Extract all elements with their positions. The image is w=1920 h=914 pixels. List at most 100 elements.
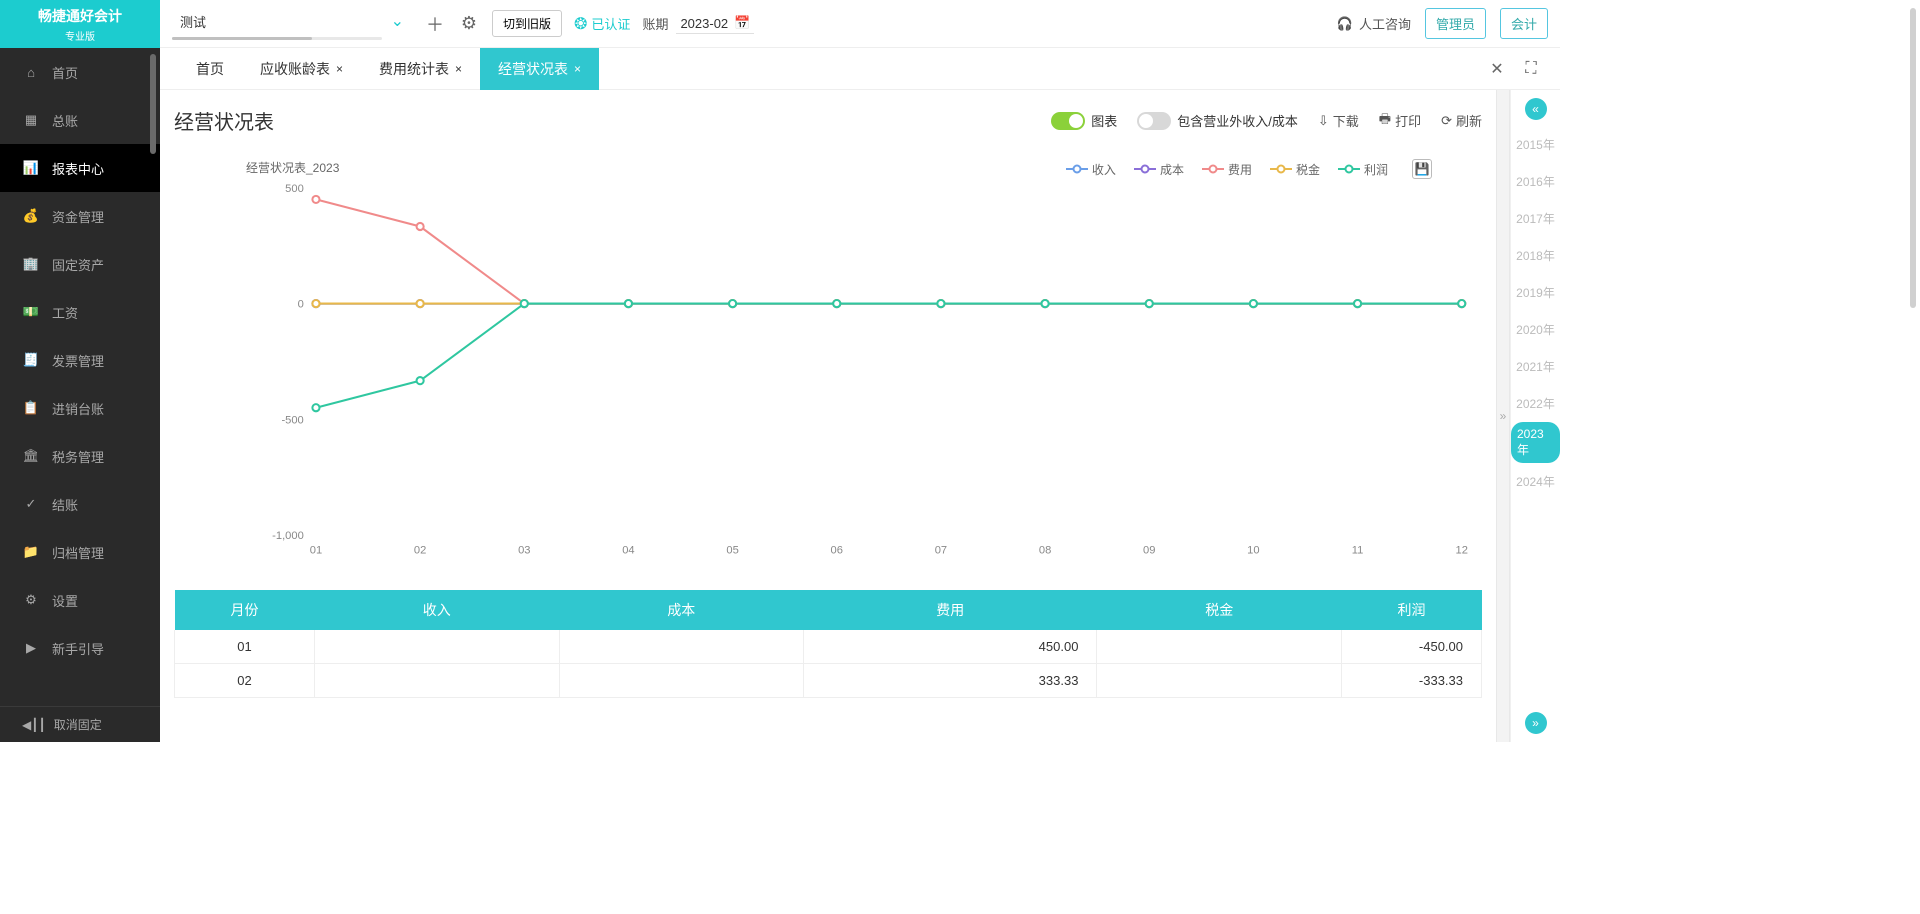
svg-text:01: 01 (310, 544, 322, 556)
legend-marker (1270, 164, 1292, 174)
refresh-button[interactable]: ⟳ 刷新 (1441, 111, 1482, 130)
content-main: 经营状况表 图表 包含营业外收入/成本 ⇩ 下载 (160, 90, 1496, 742)
headset-icon: 🎧 (1337, 16, 1353, 32)
fullscreen-icon[interactable]: ⛶ (1520, 58, 1542, 80)
year-2017年[interactable]: 2017年 (1512, 200, 1559, 237)
table-header-1: 收入 (315, 590, 560, 630)
sidebar-item-label: 税务管理 (52, 447, 104, 466)
table-cell: 450.00 (804, 630, 1097, 664)
sidebar-item-close[interactable]: ✓结账 (0, 480, 160, 528)
legend-item-收入[interactable]: 收入 (1066, 161, 1116, 178)
old-version-button[interactable]: 切到旧版 (492, 10, 562, 37)
download-button[interactable]: ⇩ 下载 (1318, 111, 1359, 130)
table-cell: -450.00 (1342, 630, 1482, 664)
print-button[interactable]: 🖶 打印 (1379, 110, 1421, 132)
include-toggle-label: 包含营业外收入/成本 (1177, 111, 1298, 130)
year-2020年[interactable]: 2020年 (1512, 311, 1559, 348)
svg-text:08: 08 (1039, 544, 1051, 556)
table-header-2: 成本 (559, 590, 804, 630)
tab-label: 费用统计表 (379, 59, 449, 79)
chevron-down-icon: ⌄ (391, 11, 404, 31)
tab-close-icon[interactable]: × (574, 62, 581, 76)
legend-item-费用[interactable]: 费用 (1202, 161, 1252, 178)
content-scrollbar[interactable] (1910, 8, 1916, 308)
gear-icon[interactable]: ⚙ (458, 13, 480, 35)
year-scroll-up[interactable]: « (1525, 98, 1547, 120)
tab-经营状况表[interactable]: 经营状况表× (480, 48, 599, 90)
include-toggle[interactable] (1137, 112, 1171, 130)
support-label: 人工咨询 (1359, 14, 1411, 33)
svg-text:11: 11 (1352, 544, 1364, 556)
company-scroll[interactable] (172, 37, 382, 40)
logo-sub: 专业版 (65, 28, 95, 43)
shield-icon: ❂ (574, 14, 587, 34)
table-header-0: 月份 (175, 590, 315, 630)
sidebar-item-report[interactable]: 📊报表中心 (0, 144, 160, 192)
year-2021年[interactable]: 2021年 (1512, 348, 1559, 385)
sidebar-item-guide[interactable]: ▶新手引导 (0, 624, 160, 672)
home-icon: ⌂ (22, 63, 40, 81)
expand-handle[interactable]: » (1496, 90, 1510, 742)
tab-首页[interactable]: 首页 (178, 48, 242, 90)
year-2015年[interactable]: 2015年 (1512, 126, 1559, 163)
legend-item-成本[interactable]: 成本 (1134, 161, 1184, 178)
sidebar-item-tax[interactable]: 🏛税务管理 (0, 432, 160, 480)
logo-text: 畅捷通好会计 (38, 6, 122, 26)
period-label: 账期 (642, 14, 668, 33)
unpin-button[interactable]: ◀┃┃ 取消固定 (0, 706, 160, 742)
sidebar-item-label: 总账 (52, 111, 78, 130)
sidebar-item-money[interactable]: 💰资金管理 (0, 192, 160, 240)
sidebar-item-archive[interactable]: 📁归档管理 (0, 528, 160, 576)
table-cell (559, 663, 804, 697)
legend-item-利润[interactable]: 利润 (1338, 161, 1388, 178)
legend-marker (1066, 164, 1088, 174)
chart-toggle[interactable] (1051, 112, 1085, 130)
legend-label: 税金 (1296, 161, 1320, 178)
close-tab-icon[interactable]: ✕ (1486, 58, 1508, 80)
tab-close-icon[interactable]: × (455, 62, 462, 76)
ledger-icon: ▦ (22, 111, 40, 129)
year-2024年[interactable]: 2024年 (1512, 463, 1559, 500)
year-scroll-down[interactable]: » (1525, 712, 1547, 734)
sidebar-item-label: 设置 (52, 591, 78, 610)
legend-item-税金[interactable]: 税金 (1270, 161, 1320, 178)
table-header-3: 费用 (804, 590, 1097, 630)
year-2016年[interactable]: 2016年 (1512, 163, 1559, 200)
tab-close-icon[interactable]: × (336, 62, 343, 76)
download-icon: ⇩ (1318, 113, 1329, 129)
sidebar-item-ledger[interactable]: ▦ 总账 (0, 96, 160, 144)
sidebar-item-invoice[interactable]: 🧾发票管理 (0, 336, 160, 384)
tab-费用统计表[interactable]: 费用统计表 × (361, 48, 480, 90)
year-2018年[interactable]: 2018年 (1512, 237, 1559, 274)
sidebar-item-salary[interactable]: 💵工资 (0, 288, 160, 336)
table-cell (1097, 630, 1342, 664)
unpin-icon: ◀┃┃ (22, 718, 46, 732)
sidebar-item-inventory[interactable]: 📋进销台账 (0, 384, 160, 432)
sidebar-scrollbar[interactable] (150, 54, 156, 154)
table-cell (559, 630, 804, 664)
company-select[interactable]: 测试 ⌄ (172, 7, 412, 35)
sidebar-item-home[interactable]: ⌂首页 (0, 48, 160, 96)
tab-应收账龄表[interactable]: 应收账龄表× (242, 48, 361, 90)
sidebar-item-label: 归档管理 (52, 543, 104, 562)
sidebar-item-settings[interactable]: ⚙设置 (0, 576, 160, 624)
save-chart-icon[interactable]: 💾 (1412, 159, 1432, 179)
legend-label: 费用 (1228, 161, 1252, 178)
period-picker[interactable]: 2023-02 📅 (676, 13, 754, 34)
sidebar-item-asset[interactable]: 🏢固定资产 (0, 240, 160, 288)
year-2022年[interactable]: 2022年 (1512, 385, 1559, 422)
support-link[interactable]: 🎧 人工咨询 (1337, 14, 1411, 33)
role-accountant[interactable]: 会计 (1500, 8, 1548, 39)
svg-text:06: 06 (831, 544, 843, 556)
page-header: 经营状况表 图表 包含营业外收入/成本 ⇩ 下载 (174, 106, 1482, 135)
year-2019年[interactable]: 2019年 (1512, 274, 1559, 311)
tab-label: 首页 (196, 59, 224, 79)
sidebar-item-label: 进销台账 (52, 399, 104, 418)
plus-icon[interactable]: ＋ (424, 13, 446, 35)
verified-label: 已认证 (591, 14, 630, 33)
role-admin[interactable]: 管理员 (1425, 8, 1486, 39)
refresh-icon: ⟳ (1441, 113, 1452, 129)
sidebar-item-label: 固定资产 (52, 255, 104, 274)
svg-text:09: 09 (1143, 544, 1155, 556)
year-2023年[interactable]: 2023年 (1511, 422, 1560, 463)
